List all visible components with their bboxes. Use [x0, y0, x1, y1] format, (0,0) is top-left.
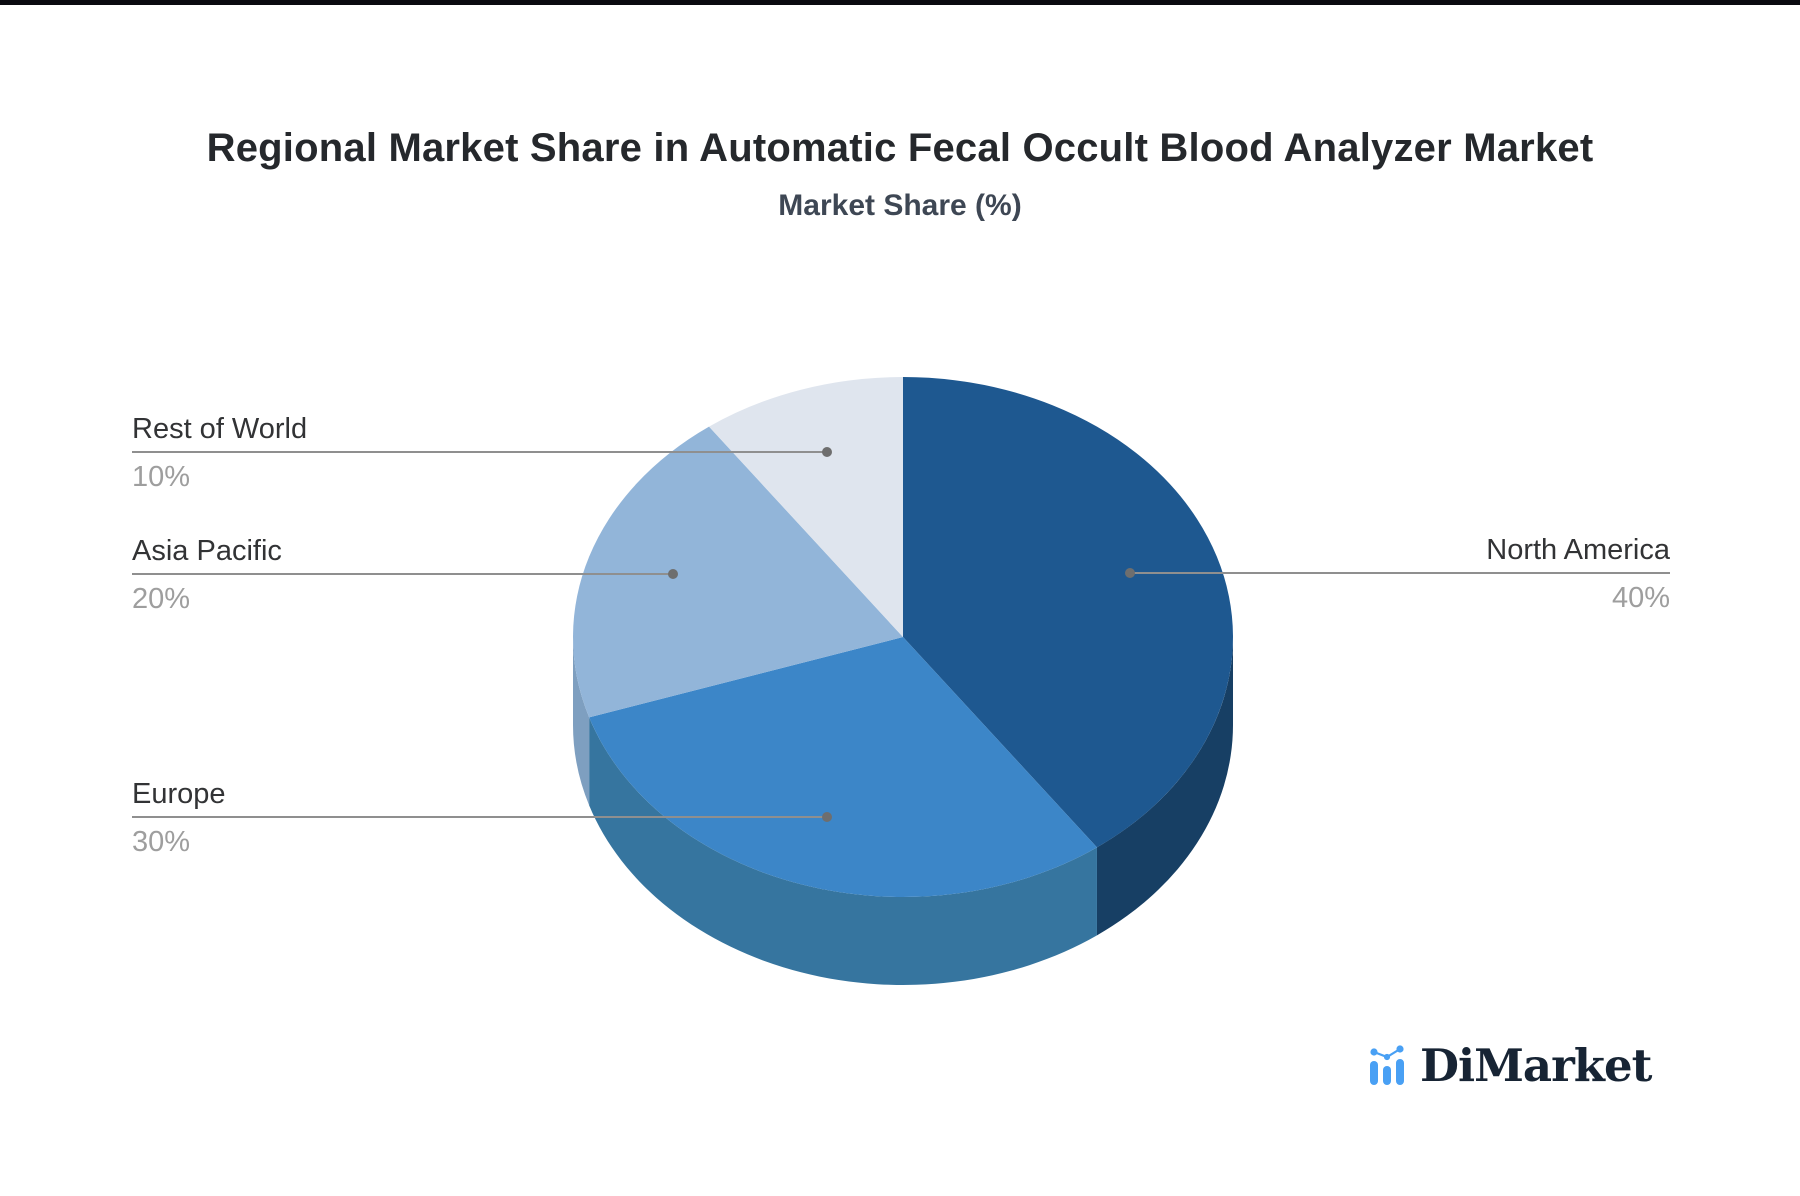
pie-slice-asia-pacific [573, 426, 903, 718]
chart-subtitle: Market Share (%) [778, 189, 1022, 222]
leader-dot-asia-pacific [668, 569, 678, 579]
bar-line-chart-icon [1370, 1045, 1404, 1085]
slice-label-europe: Europe 30% [132, 777, 226, 859]
slice-name-asia-pacific: Asia Pacific [132, 535, 282, 567]
slice-name-north-america: North America [1486, 534, 1670, 566]
pie-slice-rest-of-world [709, 377, 903, 637]
slice-value-europe: 30% [132, 826, 191, 858]
pie-rim-asia-pacific [573, 637, 590, 806]
pie-slice-europe [589, 637, 1097, 897]
slice-label-north-america: North America 40% [1486, 533, 1670, 615]
slice-label-rest-of-world: Rest of World 10% [132, 412, 307, 494]
pie-slice-north-america [903, 377, 1233, 848]
window-top-edge [0, 0, 1800, 5]
leader-dot-rest-of-world [822, 447, 832, 457]
chart-title: Regional Market Share in Automatic Fecal… [206, 126, 1594, 170]
brand-logo-text: DiMarket [1420, 1039, 1652, 1092]
leader-dot-north-america [1125, 568, 1135, 578]
slice-value-north-america: 40% [1611, 582, 1670, 614]
slice-value-rest-of-world: 10% [132, 461, 191, 493]
slice-name-rest-of-world: Rest of World [132, 413, 308, 445]
slice-name-europe: Europe [132, 778, 226, 810]
pie-rim-europe [589, 717, 1097, 985]
slice-label-asia-pacific: Asia Pacific 20% [132, 534, 282, 616]
leader-dot-europe [822, 812, 832, 822]
pie-rim-north-america [1096, 637, 1233, 936]
slice-value-asia-pacific: 20% [132, 583, 191, 615]
brand-logo: DiMarket [1366, 1039, 1652, 1092]
